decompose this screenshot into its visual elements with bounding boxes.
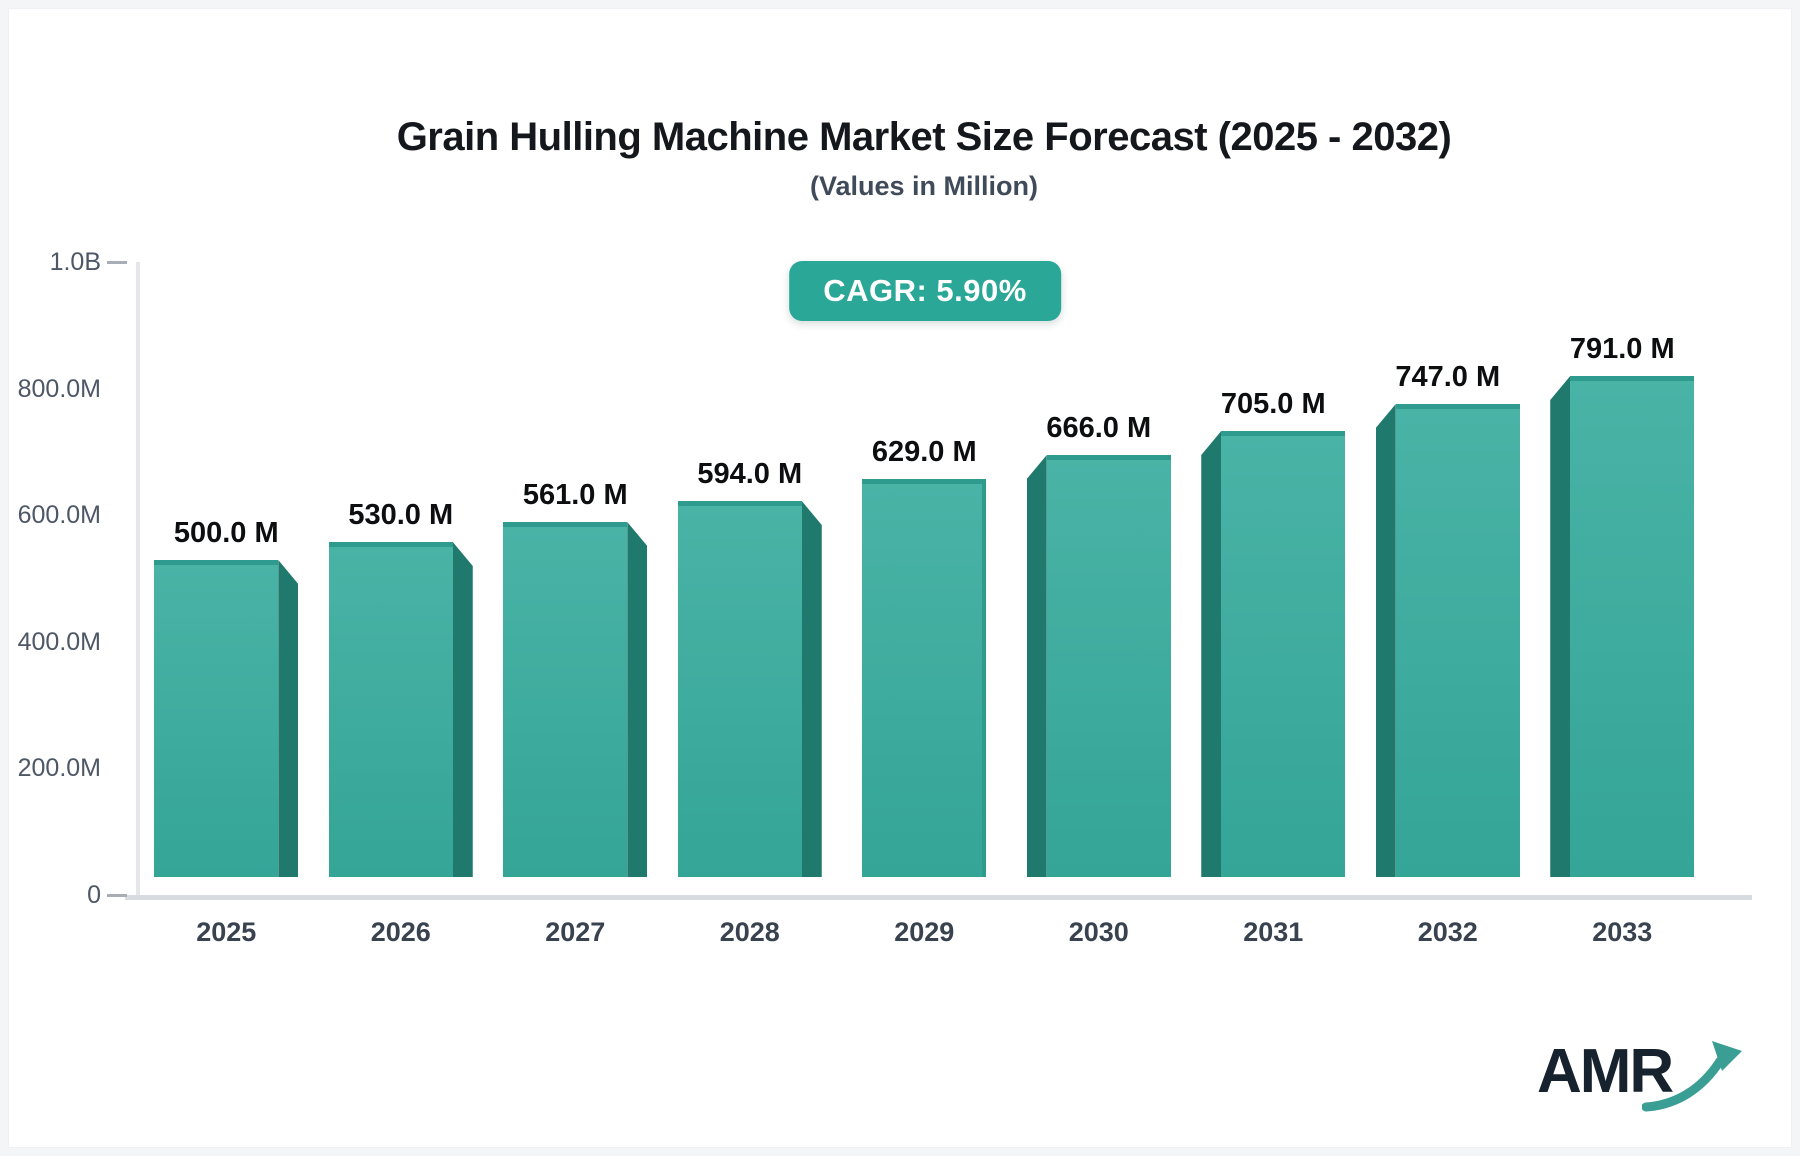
bar-value-label: 594.0 M (697, 458, 803, 490)
bar-value-label: 629.0 M (871, 436, 977, 468)
y-tick-label: 600.0M (17, 501, 101, 530)
bar-2033 (1550, 376, 1695, 877)
bar-2032 (1375, 404, 1520, 877)
x-tick-label: 2028 (719, 917, 780, 947)
bar-value-label: 666.0 M (1046, 412, 1152, 444)
bar-front-face (154, 560, 279, 877)
amr-logo: AMR (1537, 1037, 1746, 1115)
y-tick-label: 400.0M (17, 627, 101, 656)
x-tick-label: 2030 (1068, 917, 1129, 947)
cagr-badge: CAGR: 5.90% (789, 261, 1061, 321)
growth-arrow-icon (1642, 1041, 1743, 1112)
chart-canvas: Grain Hulling Machine Market Size Foreca… (9, 9, 1791, 1147)
chart-title: Grain Hulling Machine Market Size Foreca… (396, 115, 1452, 159)
y-tick-mark (107, 261, 127, 264)
bar-value-label: 747.0 M (1395, 361, 1501, 393)
bar-side-face (278, 560, 299, 877)
amr-logo-text: AMR (1537, 1037, 1674, 1106)
x-tick-label: 2032 (1417, 917, 1478, 947)
bar-side-face (801, 501, 822, 877)
bar-2025 (154, 560, 299, 877)
bar-side-face (1026, 455, 1047, 877)
bar-value-label: 705.0 M (1220, 388, 1326, 420)
bar-2027 (503, 522, 648, 877)
y-tick-label: 800.0M (17, 374, 101, 403)
y-tick-label: 0 (87, 881, 101, 909)
bar-front-face (862, 479, 987, 877)
bar-side-face (1550, 376, 1571, 877)
chart-card: Grain Hulling Machine Market Size Foreca… (8, 8, 1792, 1148)
bar-value-label: 530.0 M (348, 499, 454, 531)
chart-subtitle: (Values in Million) (809, 171, 1039, 201)
y-tick-label: 1.0B (49, 248, 101, 276)
x-tick-label: 2033 (1592, 917, 1653, 947)
bar-front-face (1221, 431, 1346, 877)
x-tick-label: 2025 (196, 917, 257, 947)
y-tick-mark (107, 894, 127, 897)
x-axis-line (125, 895, 1752, 900)
x-tick-label: 2031 (1243, 917, 1304, 947)
bar-front-face (1046, 455, 1171, 877)
y-axis-line (136, 262, 140, 900)
bar-value-label: 791.0 M (1569, 333, 1675, 365)
bar-side-face (627, 522, 648, 877)
bar-value-label: 561.0 M (522, 479, 628, 511)
bar-front-face (677, 501, 802, 877)
bar-side-face (452, 542, 473, 877)
bar-side-face (1375, 404, 1396, 877)
bar-side-face (1201, 431, 1222, 877)
x-tick-label: 2026 (370, 917, 431, 947)
x-tick-label: 2029 (894, 917, 955, 947)
bar-value-label: 500.0 M (173, 517, 279, 549)
bar-2026 (328, 542, 473, 877)
bar-2029 (862, 479, 987, 877)
y-tick-label: 200.0M (17, 754, 101, 783)
bar-2031 (1201, 431, 1346, 877)
bar-front-face (1570, 376, 1695, 877)
bar-front-face (1395, 404, 1520, 877)
bar-front-face (503, 522, 628, 877)
bar-front-face (328, 542, 453, 877)
bar-2030 (1026, 455, 1171, 877)
bar-2028 (677, 501, 822, 877)
x-tick-label: 2027 (545, 917, 606, 947)
